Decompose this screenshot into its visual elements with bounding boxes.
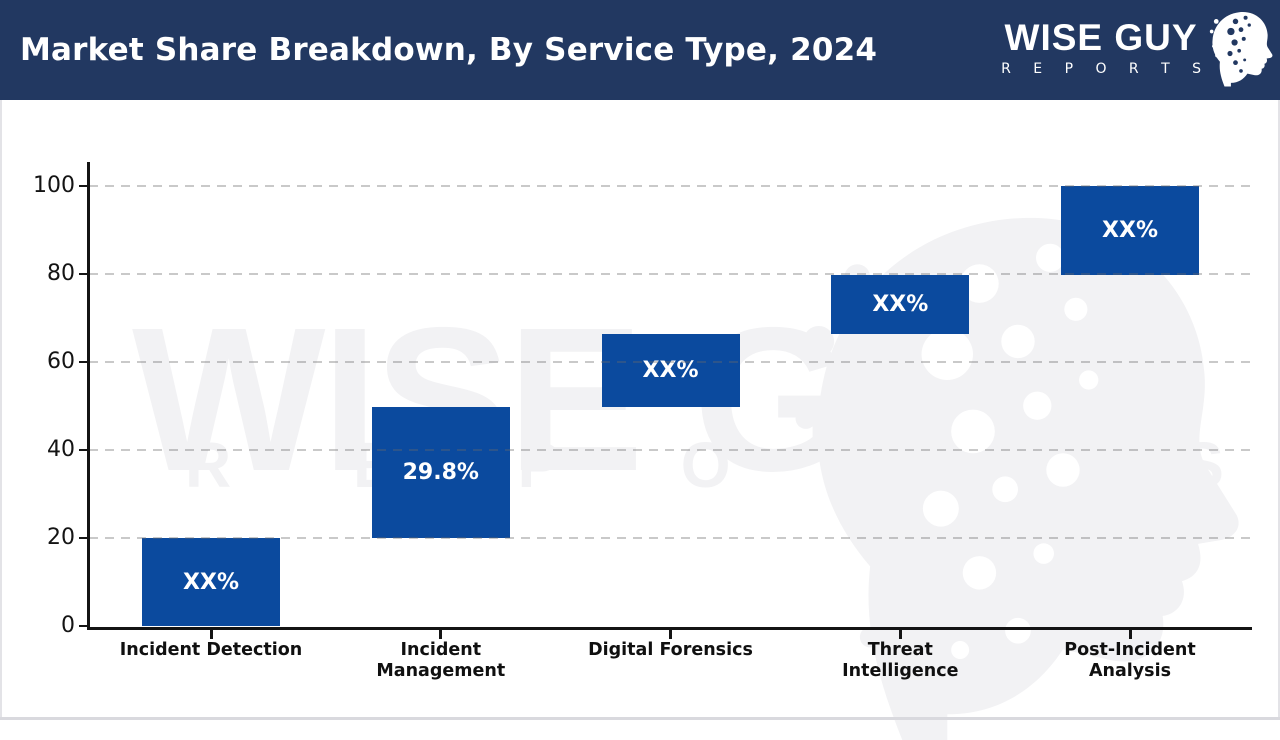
x-axis-label-post-incident-analysis: Post-Incident Analysis bbox=[1064, 640, 1196, 681]
y-axis-tick bbox=[79, 537, 88, 539]
bar-value-label: XX% bbox=[642, 358, 699, 384]
bar-value-label: XX% bbox=[183, 569, 239, 595]
x-axis-tick bbox=[669, 630, 672, 639]
x-axis-tick bbox=[898, 630, 902, 639]
y-axis-tick bbox=[79, 361, 88, 363]
y-axis-tick bbox=[79, 625, 88, 627]
bar-threat-intelligence: XX% bbox=[831, 275, 970, 335]
gridline-40 bbox=[89, 449, 1252, 451]
y-axis-tick-label: 60 bbox=[47, 349, 75, 374]
y-axis-tick-label: 20 bbox=[47, 525, 75, 550]
bar-value-label: XX% bbox=[1102, 218, 1158, 244]
x-axis-tick bbox=[209, 630, 213, 639]
brand-logo-text: WISE GUY R E P O R T S bbox=[992, 19, 1210, 77]
gridline-100 bbox=[89, 185, 1252, 187]
x-axis-tick bbox=[439, 630, 443, 639]
watermark-head-graphic bbox=[795, 217, 1239, 740]
bar-post-incident-analysis: XX% bbox=[1061, 186, 1199, 276]
x-axis-label-digital-forensics: Digital Forensics bbox=[588, 640, 753, 660]
header: Market Share Breakdown, By Service Type,… bbox=[0, 0, 1280, 100]
logo-face-icon bbox=[1209, 12, 1273, 87]
logo-wordmark: WISE GUY bbox=[1004, 17, 1198, 58]
page-border-right bbox=[1278, 100, 1280, 720]
x-axis-label-threat-intelligence: Threat Intelligence bbox=[842, 640, 959, 681]
y-axis-tick-label: 100 bbox=[33, 173, 75, 198]
gridline-60 bbox=[89, 361, 1252, 363]
y-axis-tick bbox=[79, 185, 88, 187]
x-axis-tick bbox=[1128, 630, 1132, 639]
brand-logo: WISE GUY R E P O R T S bbox=[992, 8, 1274, 88]
x-axis-line bbox=[87, 627, 1252, 630]
bar-value-label: XX% bbox=[872, 292, 929, 318]
y-axis-tick-label: 0 bbox=[61, 613, 75, 638]
y-axis-tick-label: 40 bbox=[47, 437, 75, 462]
page-border-left bbox=[0, 100, 2, 720]
gridline-20 bbox=[89, 537, 1252, 539]
y-axis-tick-label: 80 bbox=[47, 261, 75, 286]
bar-incident-detection: XX% bbox=[142, 538, 280, 626]
x-axis-label-incident-detection: Incident Detection bbox=[119, 640, 303, 660]
y-axis-tick bbox=[79, 273, 88, 275]
gridline-80 bbox=[89, 273, 1252, 275]
y-axis-tick bbox=[79, 449, 88, 451]
page-title: Market Share Breakdown, By Service Type,… bbox=[20, 32, 878, 68]
y-axis-line bbox=[87, 162, 90, 630]
bar-digital-forensics: XX% bbox=[601, 334, 740, 407]
x-axis-label-incident-management: Incident Management bbox=[376, 640, 506, 681]
bar-value-label: 29.8% bbox=[402, 459, 479, 485]
chart-area: WISE GUY R E P O R T S 020406080100XX%In… bbox=[33, 162, 1252, 740]
page-border-bottom bbox=[0, 717, 1280, 720]
logo-subtext: R E P O R T S bbox=[1001, 61, 1210, 77]
bar-incident-management: 29.8% bbox=[371, 406, 510, 538]
